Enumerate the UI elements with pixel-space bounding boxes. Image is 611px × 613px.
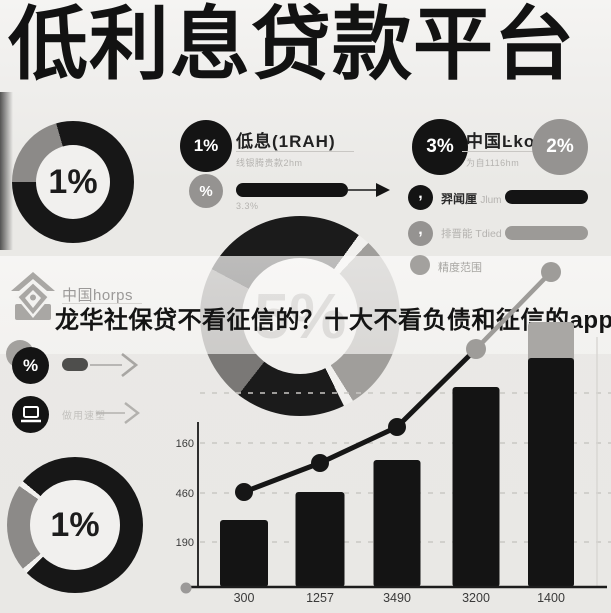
badge-value: % — [199, 182, 213, 200]
left-edge-smudge — [0, 92, 13, 250]
bar — [452, 387, 500, 587]
bar — [220, 520, 268, 587]
mid-stat-subtitle: 线银腾贵款2hm — [236, 158, 303, 168]
laptop-icon — [20, 406, 41, 423]
progress-bar-dark — [62, 358, 88, 371]
arrow-right-icon — [348, 183, 390, 197]
badge-value: % — [22, 355, 39, 375]
stat-badge-1-percent: 1% — [180, 120, 232, 172]
data-point — [541, 262, 561, 282]
x-tick-label: 300 — [234, 591, 255, 605]
mid-stat-caption: 3.3% — [236, 201, 259, 211]
arrow-right-icon — [96, 402, 140, 424]
stat-badge-percent: % — [189, 174, 223, 208]
y-tick-label: 460 — [176, 488, 194, 500]
x-tick-label: 3200 — [462, 591, 490, 605]
stat-badge-black: 3% — [412, 119, 468, 175]
divider-line — [462, 151, 552, 152]
label-light: Jlum — [480, 195, 502, 206]
donut-chart-top-left: 1% — [12, 121, 134, 243]
progress-bar-gray — [505, 226, 588, 240]
bar — [295, 492, 345, 587]
bar-line-chart: 160 460 190 300 1257 3490 3200 1400 — [176, 262, 611, 605]
right-row4-label: 精度范围 — [438, 262, 482, 274]
trend-line-gray — [473, 269, 554, 352]
clock-icon-gray: , — [408, 221, 433, 246]
mid-stat-title: 低息(1RAH) — [236, 132, 336, 151]
page-title: 低利息贷款平台 — [8, 0, 575, 89]
headline-text: 龙华社保贷不看征信的？十大不看负债和征信的app推荐 — [55, 307, 611, 334]
donut-chart-bottom-left: 1% — [7, 457, 143, 593]
bar — [528, 358, 574, 587]
right-stat-subtitle: 为自1116hm — [466, 158, 520, 168]
x-tick-label: 3490 — [383, 591, 411, 605]
x-tick-label: 1400 — [537, 591, 565, 605]
right-row3-label: 排晋能 Tdied — [441, 228, 502, 240]
badge-value: 2% — [546, 136, 574, 157]
glyph: , — [418, 184, 423, 202]
data-point — [311, 454, 329, 472]
overlay-band — [0, 256, 611, 354]
data-point — [388, 418, 406, 436]
y-tick-label: 190 — [176, 537, 194, 549]
label-bold: 羿闻厘 — [441, 192, 478, 206]
glyph: , — [418, 220, 423, 238]
divider-line — [62, 303, 142, 304]
percent-badge: % — [12, 347, 49, 384]
trend-line-black — [241, 346, 479, 495]
legend-dot — [410, 255, 430, 275]
right-row2-label: 羿闻厘 Jlum — [441, 190, 501, 207]
divider-line — [236, 151, 354, 152]
origin-dot — [180, 582, 192, 594]
y-tick-label: 160 — [176, 438, 194, 450]
donut-value: 1% — [48, 162, 98, 201]
donut-value: 1% — [50, 505, 100, 544]
donut-hole: 1% — [30, 480, 120, 570]
monitor-row-label: 做用速塑 — [62, 411, 106, 422]
progress-bar-black — [236, 183, 348, 197]
bar — [373, 460, 421, 587]
x-tick-label: 1257 — [306, 591, 334, 605]
house-row-label: 中国horps — [62, 287, 134, 304]
clock-icon: , — [408, 185, 433, 210]
monitor-badge — [12, 396, 49, 433]
arrow-right-icon — [90, 352, 139, 378]
data-point — [466, 339, 486, 359]
donut-hole: 1% — [36, 145, 110, 219]
right-stat-title: 中国ĿkoЫ — [466, 132, 553, 151]
data-point — [235, 483, 253, 501]
badge-value: 1% — [193, 136, 219, 155]
progress-bar-black — [505, 190, 588, 204]
house-icon — [11, 272, 55, 320]
stat-badge-gray: 2% — [532, 119, 588, 175]
badge-value: 3% — [426, 136, 454, 157]
